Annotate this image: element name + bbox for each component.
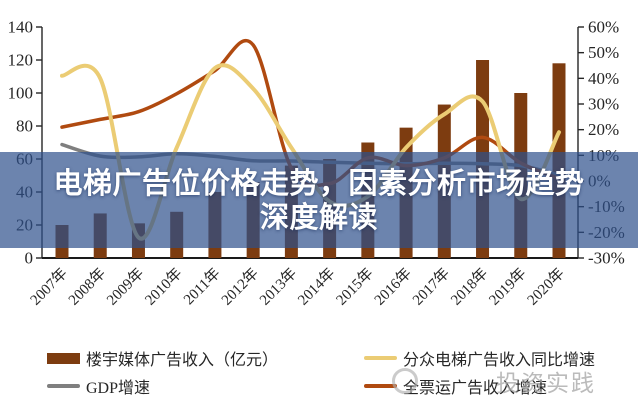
right-axis-tick-label: 20% (588, 120, 619, 139)
bar-2017年 (437, 104, 451, 258)
right-axis-tick-label: -30% (588, 249, 625, 268)
legend-item-total-ad-growth: 全票运广告收入增速 (364, 374, 547, 398)
x-axis-label: 2012年 (218, 265, 262, 309)
right-axis-tick-label: -20% (588, 223, 625, 242)
bar-2011年 (208, 192, 222, 258)
legend-item-building-media-revenue: 楼宇媒体广告收入（亿元） (47, 346, 278, 370)
right-axis-tick-label: 0% (588, 172, 611, 191)
bar-2010年 (170, 211, 184, 258)
x-axis-label: 2010年 (142, 265, 186, 309)
x-axis-label: 2011年 (180, 265, 223, 308)
left-axis-tick-label: 60 (16, 150, 33, 169)
x-axis-label: 2008年 (65, 265, 109, 309)
right-axis-tick-label: 30% (588, 95, 619, 114)
x-axis-label: 2017年 (409, 265, 453, 309)
legend-label: GDP增速 (86, 380, 151, 397)
left-axis-tick-label: 80 (16, 117, 33, 136)
left-axis-tick-label: 20 (16, 216, 33, 235)
bar-swatch (47, 352, 80, 364)
x-axis-label: 2015年 (333, 265, 377, 309)
bar-2007年 (55, 225, 69, 258)
line-swatch (364, 384, 397, 388)
line-swatch (47, 384, 80, 388)
x-axis-label: 2018年 (448, 265, 492, 309)
x-axis-label: 2007年 (27, 265, 71, 309)
right-axis-tick-label: -10% (588, 197, 625, 216)
right-axis-tick-label: 50% (588, 43, 619, 62)
legend-label: 楼宇媒体广告收入（亿元） (86, 352, 279, 369)
bar-2012年 (246, 182, 260, 258)
x-axis-label: 2013年 (256, 265, 300, 309)
legend-label: 全票运广告收入增速 (403, 380, 548, 397)
left-axis-tick-label: 120 (8, 51, 34, 70)
left-axis-tick-label: 40 (16, 183, 33, 202)
combo-chart: 0 20 40 60 80 100 120 140 -30% -20% -10% 0% 10% 20% 30… (8, 18, 625, 309)
bar-2019年 (514, 93, 528, 258)
x-axis-label: 2020年 (524, 265, 568, 309)
right-axis-tick-label: 40% (588, 69, 619, 88)
bar-2018年 (476, 60, 490, 258)
bar-2008年 (93, 213, 107, 258)
left-axis-tick-label: 140 (8, 18, 34, 37)
left-axis-tick-label: 100 (8, 84, 34, 103)
line-swatch (364, 356, 397, 360)
legend-item-focus-elevator-growth: 分众电梯广告收入同比增速 (364, 346, 595, 370)
legend-item-gdp-growth: GDP增速 (47, 374, 150, 398)
x-axis-label: 2019年 (486, 265, 530, 309)
x-axis-label: 2009年 (103, 265, 147, 309)
x-axis-label: 2016年 (371, 265, 415, 309)
bar-2013年 (284, 165, 298, 258)
right-axis-tick-label: 60% (588, 18, 619, 37)
left-axis-tick-label: 0 (25, 249, 34, 268)
right-axis-tick-label: 10% (588, 146, 619, 165)
legend-label: 分众电梯广告收入同比增速 (403, 352, 596, 369)
bar-2014年 (323, 159, 337, 258)
bar-2020年 (552, 63, 566, 258)
x-axis-label: 2014年 (295, 265, 339, 309)
chart-legend: 楼宇媒体广告收入（亿元） GDP增速 分众电梯广告收入同比增速 全票运广告收入增… (0, 338, 638, 400)
